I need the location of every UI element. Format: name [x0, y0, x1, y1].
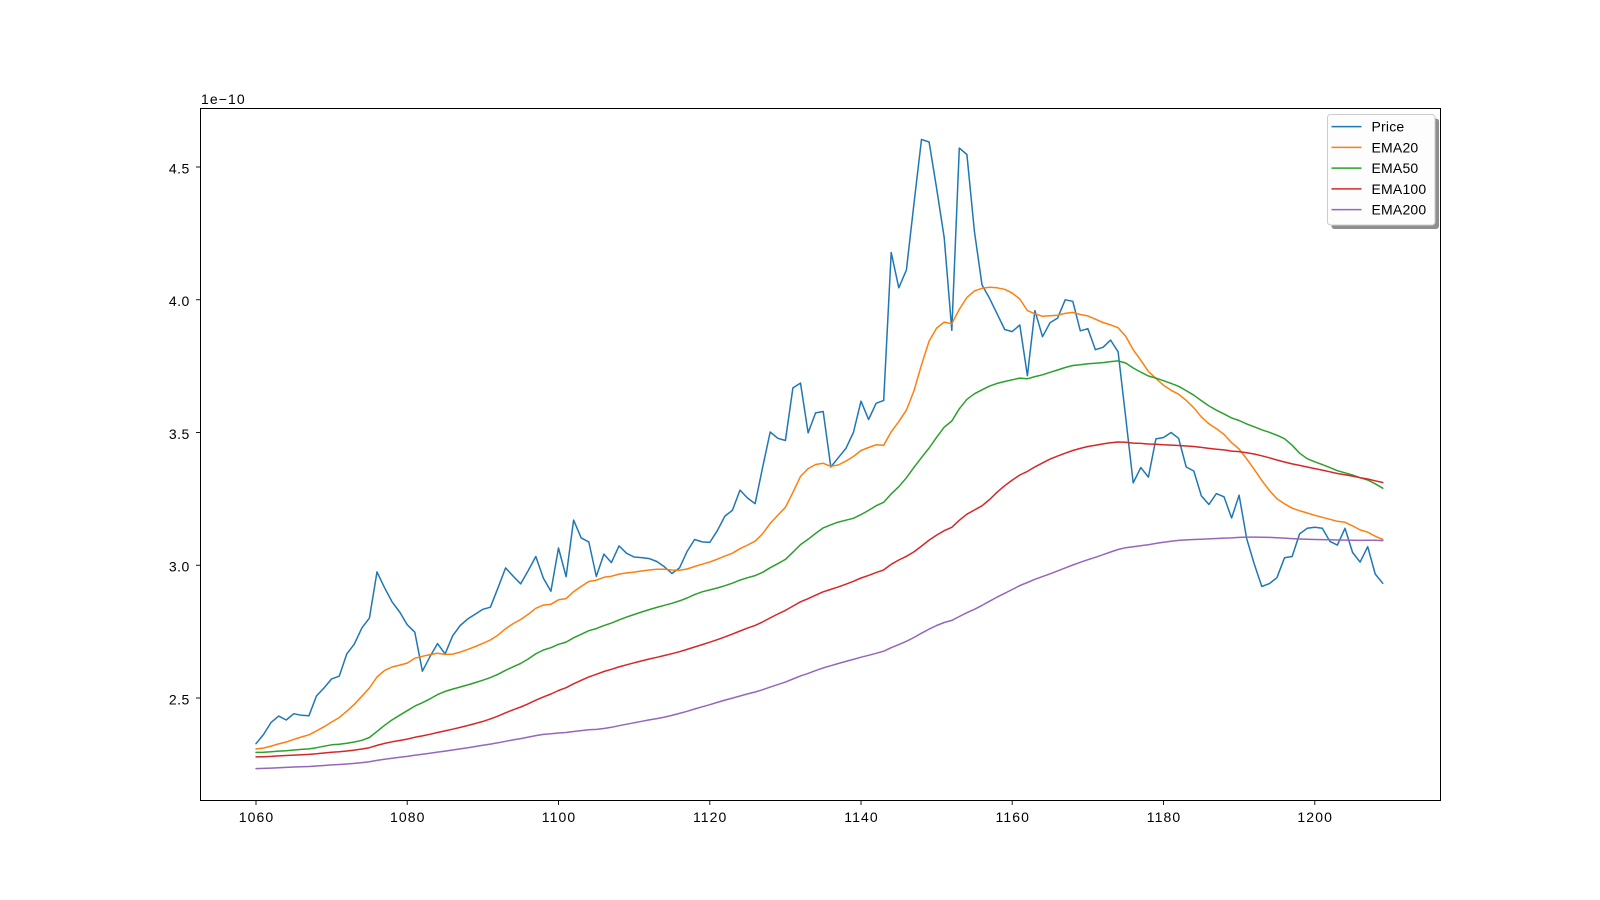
svg-text:1080: 1080 [390, 809, 426, 825]
svg-text:Price: Price [1372, 119, 1405, 135]
svg-text:1120: 1120 [693, 809, 728, 825]
svg-text:3.5: 3.5 [169, 426, 190, 442]
svg-text:1060: 1060 [239, 809, 275, 825]
svg-text:EMA50: EMA50 [1372, 160, 1419, 176]
svg-text:4.5: 4.5 [169, 160, 190, 176]
svg-text:2.5: 2.5 [169, 691, 190, 707]
svg-text:1160: 1160 [996, 809, 1031, 825]
svg-text:1180: 1180 [1147, 809, 1182, 825]
svg-text:1100: 1100 [542, 809, 577, 825]
svg-text:4.0: 4.0 [169, 293, 190, 309]
svg-text:1e−10: 1e−10 [201, 91, 246, 107]
svg-text:1140: 1140 [844, 809, 879, 825]
svg-text:1200: 1200 [1297, 809, 1333, 825]
svg-text:EMA200: EMA200 [1372, 202, 1427, 218]
svg-text:EMA20: EMA20 [1372, 139, 1419, 155]
svg-text:3.0: 3.0 [169, 559, 190, 575]
svg-text:EMA100: EMA100 [1372, 181, 1427, 197]
